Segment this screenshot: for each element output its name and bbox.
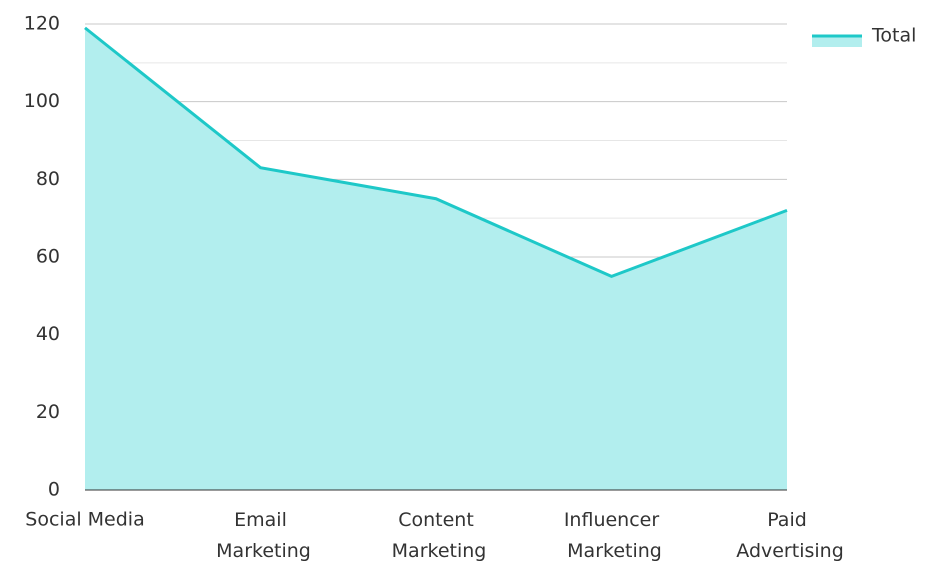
y-tick-label: 40 — [36, 323, 60, 345]
x-tick-label: Paid Advertising — [730, 509, 844, 562]
y-tick-label: 80 — [36, 168, 60, 190]
area-line — [84, 26, 788, 279]
x-tick-label: Content Marketing — [386, 509, 487, 562]
legend-swatch — [812, 37, 862, 47]
x-tick-label: Influencer Marketing — [561, 509, 662, 562]
y-tick-label: 60 — [36, 246, 60, 268]
y-tick-label: 100 — [24, 90, 60, 112]
y-tick-label: 20 — [36, 401, 60, 423]
x-tick-label: Email Marketing — [210, 509, 311, 562]
legend-label: Total — [871, 25, 916, 47]
y-tick-label: 120 — [24, 13, 60, 35]
y-tick-label: 0 — [48, 479, 60, 501]
area-fill — [85, 27, 787, 491]
x-tick-label: Social Media — [25, 509, 144, 531]
